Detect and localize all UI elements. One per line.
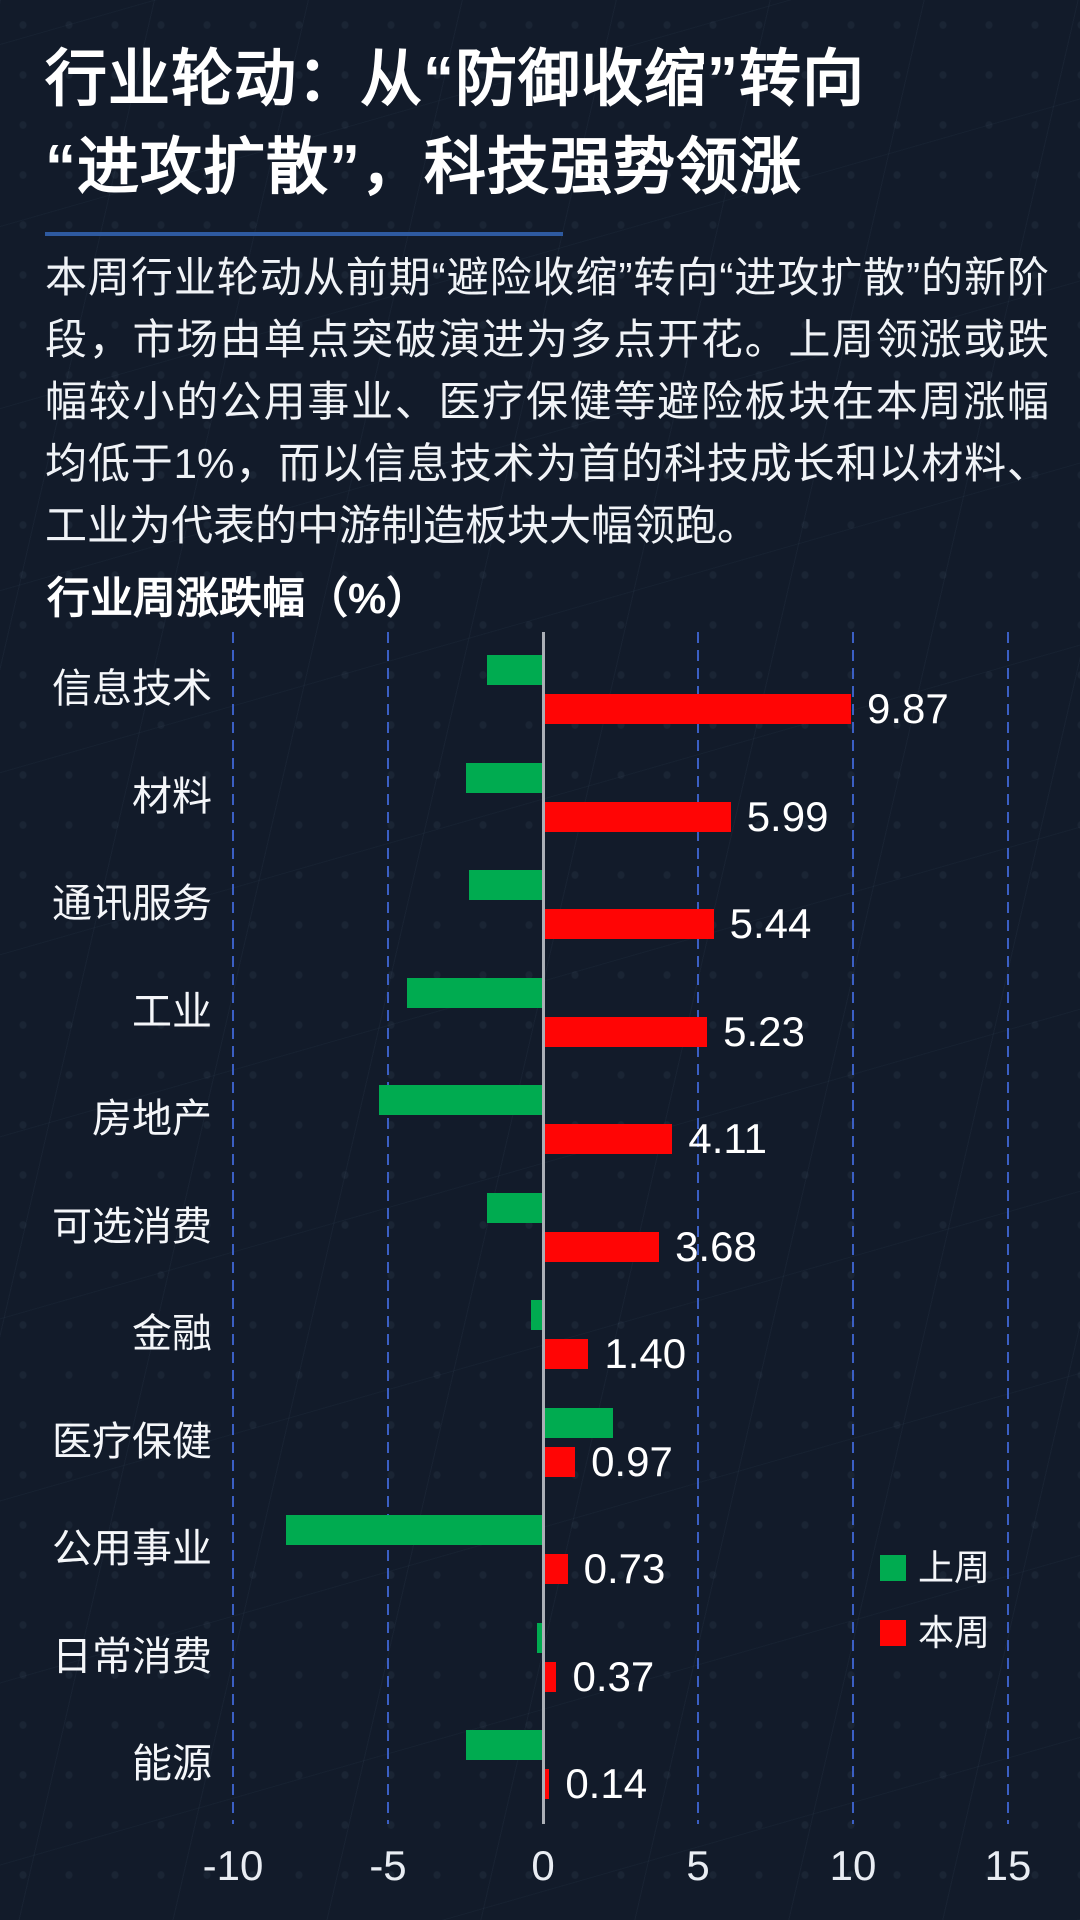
bar-last-week bbox=[536, 1622, 543, 1653]
bar-last-week bbox=[487, 1192, 543, 1223]
title-underline bbox=[45, 232, 563, 236]
category-label: 通讯服务 bbox=[52, 882, 212, 926]
chart-title: 行业周涨跌幅（%） bbox=[47, 575, 430, 623]
legend-swatch-本周 bbox=[880, 1620, 906, 1646]
category-label: 信息技术 bbox=[52, 667, 212, 711]
legend-label: 上周 bbox=[918, 1547, 991, 1588]
value-label: 4.11 bbox=[688, 1115, 768, 1162]
category-label: 工业 bbox=[132, 989, 212, 1034]
value-label: 0.97 bbox=[591, 1437, 673, 1485]
bar-this-week bbox=[545, 1661, 557, 1692]
legend-label: 本周 bbox=[918, 1612, 991, 1653]
bar-last-week bbox=[487, 655, 543, 685]
bar-last-week bbox=[285, 1515, 543, 1545]
value-label: 3.68 bbox=[675, 1222, 757, 1270]
value-label: 0.37 bbox=[572, 1652, 655, 1700]
page-title-line1: 行业轮动：从“防御收缩”转向 bbox=[45, 45, 866, 114]
x-axis-tick-label: 15 bbox=[984, 1842, 1032, 1889]
bar-last-week bbox=[465, 762, 543, 793]
page-title-line2: “进攻扩散”，科技强势领涨 bbox=[45, 133, 803, 202]
x-axis-tick-label: -5 bbox=[369, 1842, 407, 1889]
x-axis-tick-label: -10 bbox=[202, 1842, 264, 1889]
category-label: 金融 bbox=[132, 1312, 212, 1356]
bar-this-week bbox=[545, 909, 714, 939]
value-label: 1.40 bbox=[604, 1330, 687, 1377]
bar-last-week bbox=[465, 1730, 543, 1760]
gridline-x-15 bbox=[1007, 632, 1009, 1824]
bar-last-week bbox=[378, 1085, 543, 1115]
bar-this-week bbox=[545, 1769, 550, 1799]
gridline-x--10 bbox=[232, 632, 234, 1824]
bar-this-week bbox=[545, 694, 851, 724]
category-label: 公用事业 bbox=[52, 1527, 212, 1571]
value-label: 9.87 bbox=[866, 685, 949, 732]
value-label: 5.99 bbox=[746, 792, 829, 840]
category-label: 日常消费 bbox=[52, 1634, 212, 1679]
category-label: 房地产 bbox=[92, 1097, 212, 1141]
category-label: 材料 bbox=[132, 774, 212, 819]
bar-last-week bbox=[468, 870, 543, 900]
gridline-x--5 bbox=[387, 632, 389, 1824]
bar-this-week bbox=[545, 1124, 673, 1154]
legend-item: 上周 bbox=[880, 1550, 990, 1586]
bar-this-week bbox=[545, 1554, 568, 1584]
chart-legend: 上周 本周 bbox=[880, 1550, 990, 1680]
page-title: 行业轮动：从“防御收缩”转向 “进攻扩散”，科技强势领涨 bbox=[45, 36, 1045, 212]
x-axis-tick-label: 10 bbox=[829, 1842, 877, 1889]
bar-this-week bbox=[545, 1016, 708, 1047]
bar-last-week bbox=[530, 1300, 543, 1330]
bar-this-week bbox=[545, 1231, 660, 1262]
bar-last-week bbox=[545, 1407, 614, 1438]
zero-axis-line bbox=[542, 632, 545, 1824]
bar-last-week bbox=[406, 977, 543, 1008]
value-label: 0.73 bbox=[583, 1545, 666, 1592]
value-label: 5.23 bbox=[723, 1007, 805, 1055]
legend-item: 本周 bbox=[880, 1615, 990, 1651]
bar-this-week bbox=[545, 1339, 589, 1369]
value-label: 0.14 bbox=[565, 1760, 648, 1807]
category-label: 可选消费 bbox=[52, 1204, 212, 1249]
category-label: 医疗保健 bbox=[52, 1419, 212, 1464]
gridline-x-10 bbox=[852, 632, 854, 1824]
x-axis-tick-label: 0 bbox=[531, 1842, 555, 1889]
gridline-x-5 bbox=[697, 632, 699, 1824]
bar-this-week bbox=[545, 801, 731, 832]
summary-paragraph: 本周行业轮动从前期“避险收缩”转向“进攻扩散”的新阶段，市场由单点突破演进为多点… bbox=[45, 254, 1049, 549]
x-axis-tick-label: 5 bbox=[686, 1842, 710, 1889]
category-label: 能源 bbox=[132, 1742, 212, 1786]
legend-swatch-上周 bbox=[880, 1555, 906, 1581]
value-label: 5.44 bbox=[729, 900, 812, 947]
bar-this-week bbox=[545, 1446, 576, 1477]
